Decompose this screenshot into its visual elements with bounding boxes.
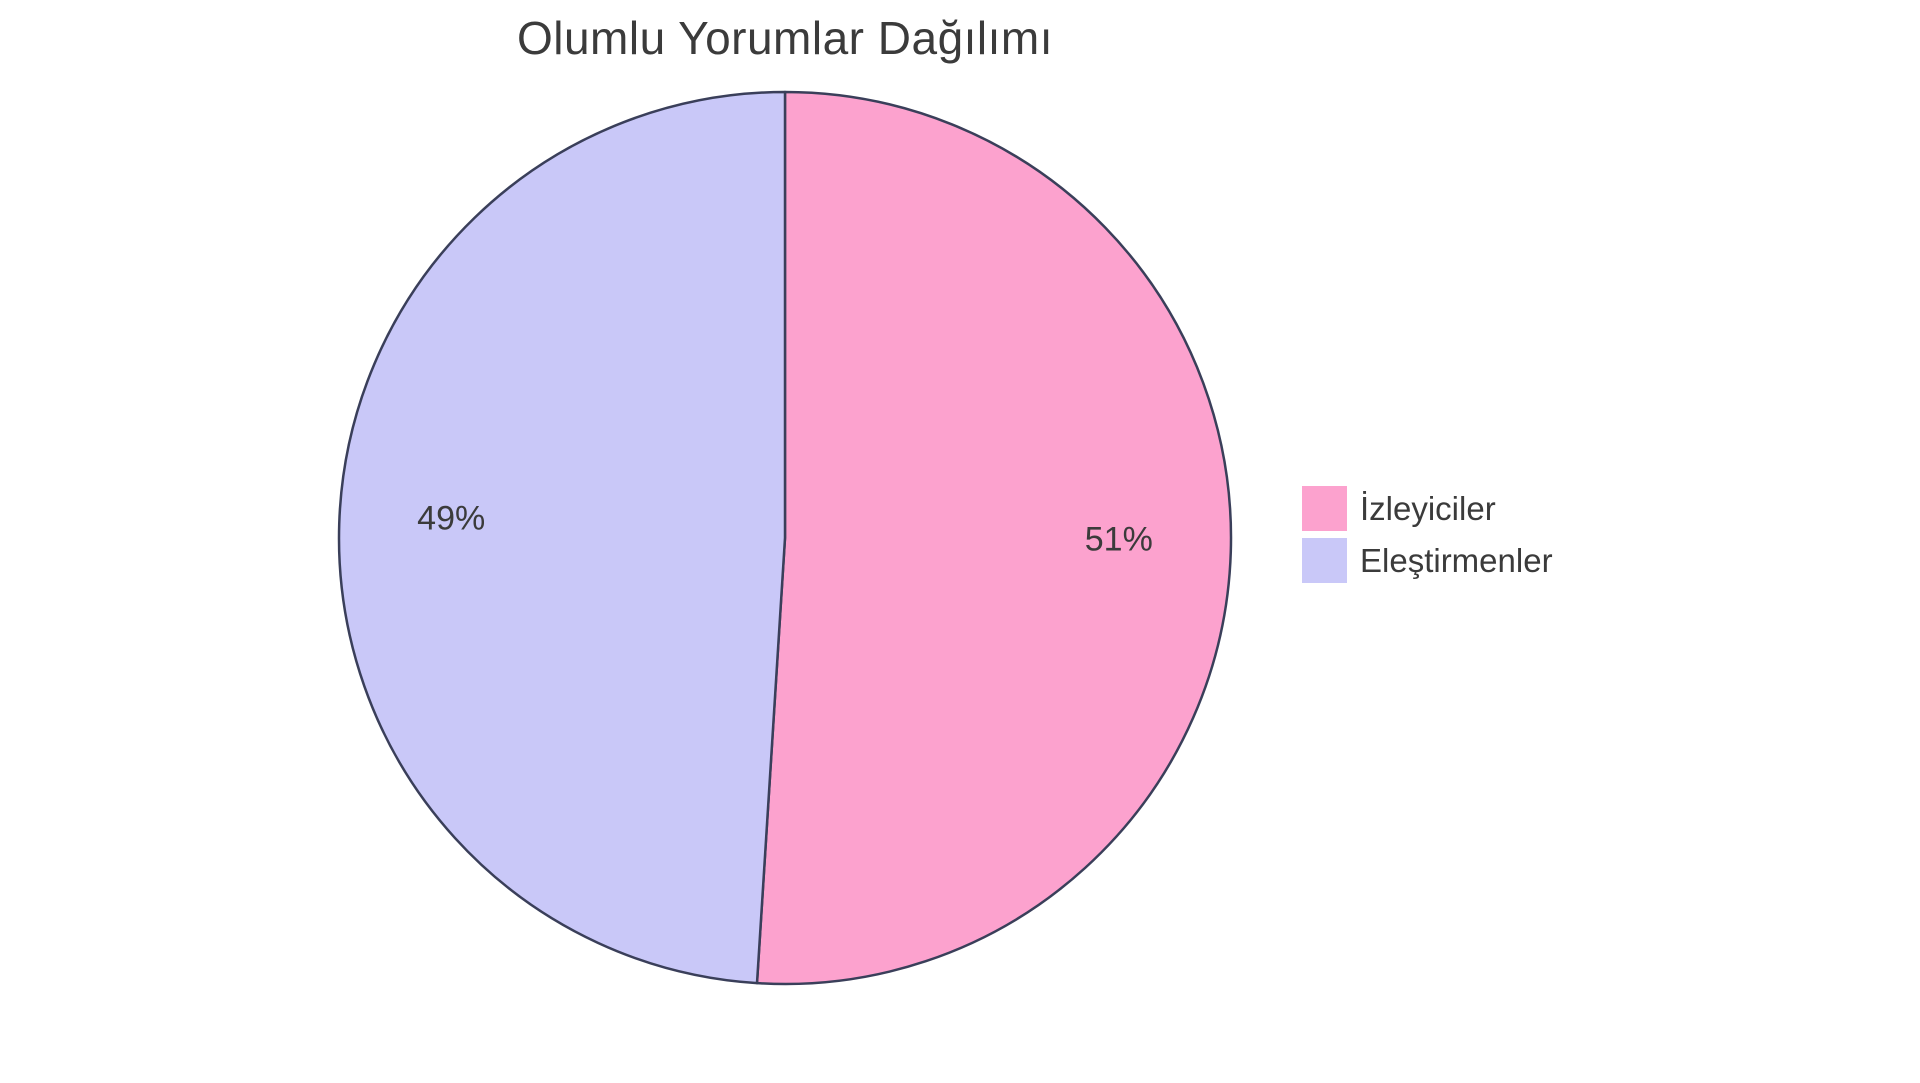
pie-slice-elestirmenler — [337, 90, 787, 985]
legend-item-elestirmenler: Eleştirmenler — [1302, 538, 1553, 583]
legend-swatch-izleyiciler — [1302, 486, 1347, 531]
legend-label-izleyiciler: İzleyiciler — [1360, 489, 1496, 527]
slice-percent-label-izleyiciler: 51% — [1085, 521, 1153, 559]
chart-title: Olumlu Yorumlar Dağılımı — [516, 12, 1054, 64]
pie-slice-izleyiciler — [755, 90, 1233, 986]
legend: İzleyiciler Eleştirmenler — [1302, 486, 1553, 583]
legend-label-elestirmenler: Eleştirmenler — [1360, 541, 1553, 579]
legend-swatch-elestirmenler — [1302, 538, 1347, 583]
slice-percent-label-elestirmenler: 49% — [417, 500, 485, 538]
legend-item-izleyiciler: İzleyiciler — [1302, 486, 1553, 531]
